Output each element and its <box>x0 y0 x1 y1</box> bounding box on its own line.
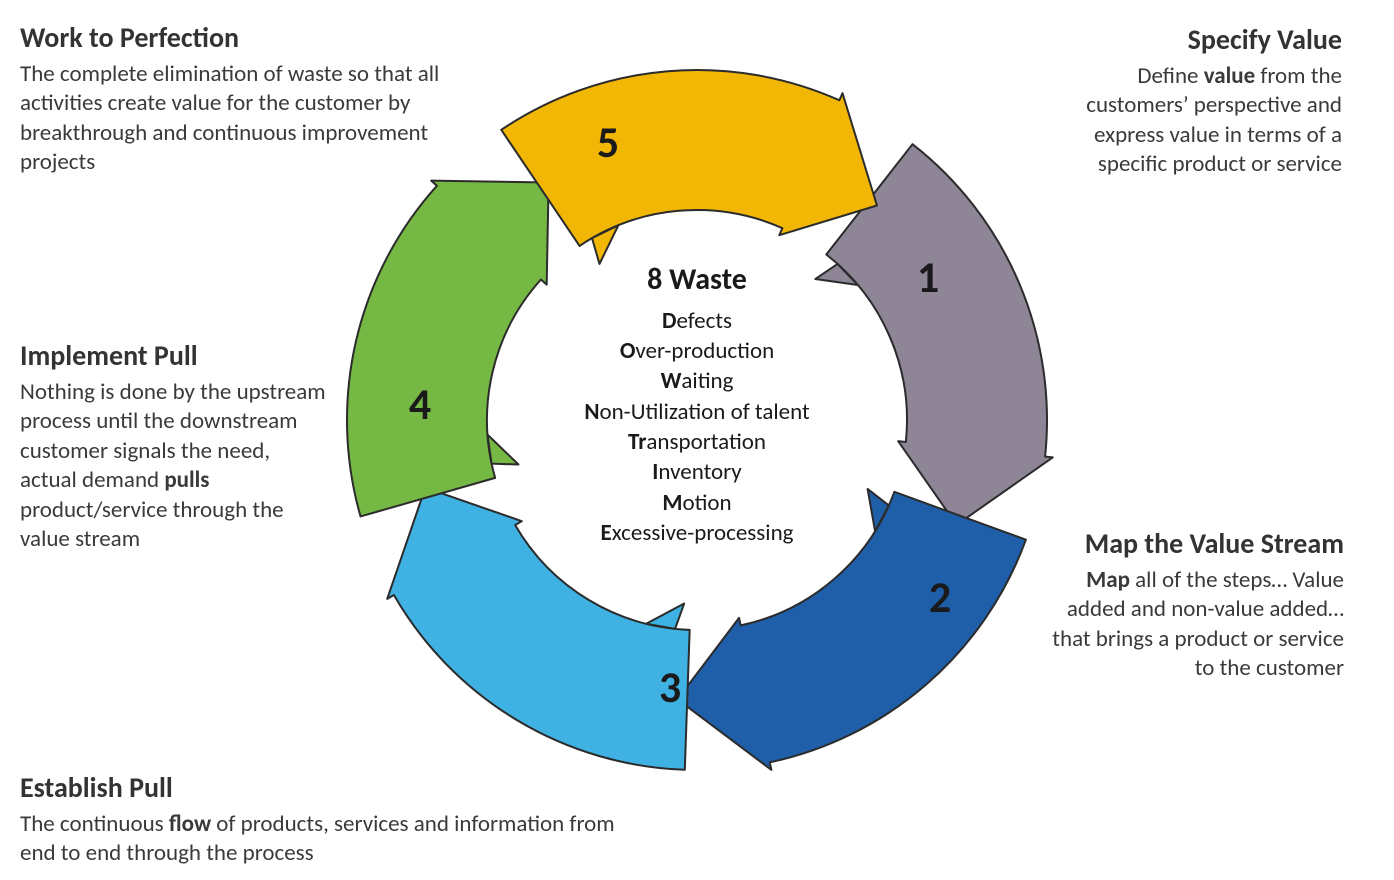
block-specify-value-title: Specify Value <box>1042 22 1342 58</box>
center-title: 8 Waste <box>527 260 867 300</box>
block-work-to-perfection-title: Work to Perfection <box>20 20 480 56</box>
block-map-value-stream: Map the Value Stream Map all of the step… <box>1040 526 1344 684</box>
block-work-to-perfection-body: The complete elimination of waste so tha… <box>20 60 480 178</box>
segment-number-3: 3 <box>640 660 700 714</box>
block-implement-pull-body: Nothing is done by the upstream process … <box>20 378 330 555</box>
block-establish-pull: Establish Pull The continuous flow of pr… <box>20 770 640 869</box>
center-items: DefectsOver-productionWaitingNon-Utiliza… <box>527 306 867 549</box>
block-map-value-stream-title: Map the Value Stream <box>1040 526 1344 562</box>
cycle-segment-4-tail <box>488 435 519 465</box>
cycle-segment-5 <box>501 70 877 246</box>
block-implement-pull: Implement Pull Nothing is done by the up… <box>20 338 330 554</box>
segment-number-2: 2 <box>910 570 970 624</box>
block-specify-value: Specify Value Define value from the cust… <box>1042 22 1342 180</box>
block-work-to-perfection: Work to Perfection The complete eliminat… <box>20 20 480 178</box>
block-implement-pull-title: Implement Pull <box>20 338 330 374</box>
cycle-segment-3-tail <box>646 604 684 629</box>
segment-number-1: 1 <box>898 250 958 304</box>
block-establish-pull-body: The continuous flow of products, service… <box>20 810 640 869</box>
block-establish-pull-title: Establish Pull <box>20 770 640 806</box>
block-specify-value-body: Define value from the customers’ perspec… <box>1042 62 1342 180</box>
center-waste-list: 8 Waste DefectsOver-productionWaitingNon… <box>527 260 867 548</box>
segment-number-4: 4 <box>390 377 450 431</box>
cycle-segment-4 <box>347 181 549 517</box>
segment-number-5: 5 <box>578 115 638 169</box>
block-map-value-stream-body: Map all of the steps… Value added and no… <box>1040 566 1344 684</box>
